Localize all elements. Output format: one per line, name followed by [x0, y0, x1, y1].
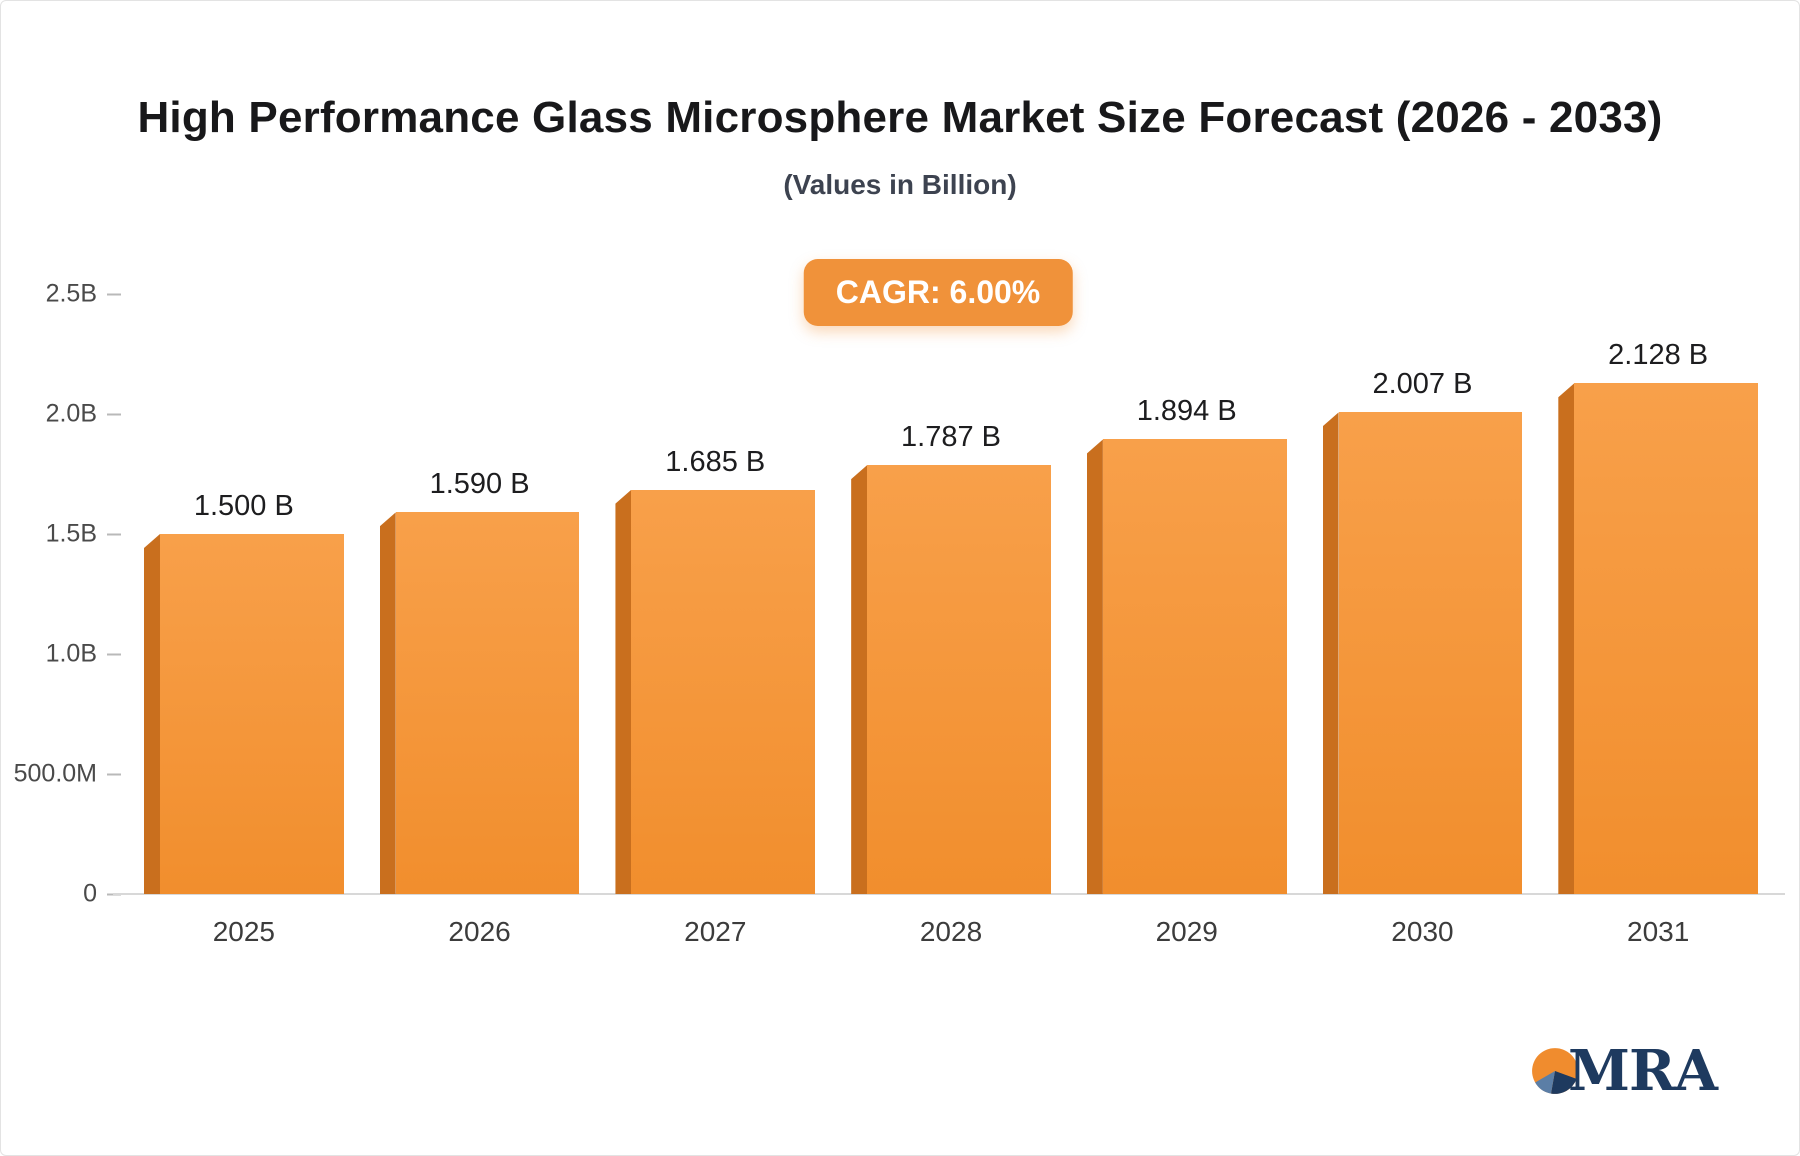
bar-2031: 2.128 B — [1558, 339, 1759, 894]
bar-front-face — [160, 534, 344, 894]
x-axis-label: 2030 — [1391, 916, 1454, 947]
bar-side-face — [144, 534, 160, 894]
chart-subtitle: (Values in Billion) — [783, 169, 1017, 200]
bar-value-label: 1.500 B — [193, 490, 294, 522]
y-tick: 0 — [1, 880, 121, 909]
bar-2027: 1.685 B — [615, 446, 816, 894]
brand-logo: MRA — [1530, 1038, 1718, 1104]
bars-container: 1.500 B 2025 1.590 B 2026 1.685 B 2027 1.787 B… — [126, 294, 1776, 947]
bar-front-face — [1574, 383, 1759, 894]
bar-front-face — [867, 465, 1051, 894]
bar-value-label: 2.007 B — [1372, 368, 1473, 401]
y-tick-label: 0 — [83, 879, 97, 908]
bar-2025: 1.500 B — [144, 490, 344, 894]
cagr-badge: CAGR: 6.00% — [803, 259, 1073, 326]
bar-front-face — [631, 489, 816, 894]
y-tick-mark — [107, 293, 121, 295]
y-tick: 1.5B — [1, 520, 121, 549]
bar-slot: 1.685 B 2027 — [615, 294, 816, 947]
bar-slot: 2.007 B 2030 — [1322, 294, 1523, 947]
y-tick-label: 1.5B — [45, 519, 97, 548]
bar-front-face — [1338, 412, 1523, 894]
x-axis-line — [113, 893, 1785, 895]
bar-value-label: 2.128 B — [1608, 339, 1709, 372]
bar-2028: 1.787 B — [851, 421, 1051, 894]
y-tick-label: 1.0B — [45, 639, 97, 668]
bar-slot: 2.128 B 2031 — [1558, 294, 1759, 947]
x-axis-label: 2029 — [1155, 916, 1218, 947]
x-axis-label: 2027 — [684, 916, 747, 947]
bar-value-label: 1.590 B — [429, 468, 530, 501]
y-tick-label: 500.0M — [13, 759, 97, 788]
y-tick-label: 2.5B — [45, 279, 97, 308]
bar-2030: 2.007 B — [1322, 368, 1523, 894]
y-tick: 2.5B — [1, 280, 121, 309]
bar-side-face — [1086, 439, 1103, 894]
y-tick: 2.0B — [1, 400, 121, 429]
bar-front-face — [395, 512, 580, 894]
x-axis-label: 2028 — [919, 916, 983, 947]
y-tick-label: 2.0B — [45, 399, 97, 428]
bar-slot: 1.787 B 2028 — [851, 294, 1051, 947]
bar-side-face — [851, 465, 868, 894]
bar-value-label: 1.787 B — [901, 421, 1002, 454]
y-tick-mark — [107, 773, 121, 775]
y-axis: 2.5B 2.0B 1.5B 1.0B 500.0M 0 — [1, 280, 121, 908]
logo-text: MRA — [1568, 1038, 1718, 1104]
y-tick: 500.0M — [1, 760, 121, 789]
y-tick-mark — [107, 413, 121, 415]
y-tick-mark — [107, 653, 121, 655]
x-axis-label: 2031 — [1627, 916, 1690, 947]
bar-2026: 1.590 B — [379, 468, 580, 894]
bar-slot: 1.500 B 2025 — [144, 294, 344, 947]
bar-side-face — [1558, 383, 1575, 894]
y-tick: 1.0B — [1, 640, 121, 669]
x-axis-label: 2025 — [212, 916, 275, 947]
chart-title: High Performance Glass Microsphere Marke… — [137, 93, 1663, 142]
logo-pie-icon — [1532, 1048, 1578, 1094]
bar-side-face — [379, 512, 396, 894]
bar-slot: 1.590 B 2026 — [379, 294, 580, 947]
bar-slot: 1.894 B 2029 — [1086, 294, 1287, 947]
x-axis-label: 2026 — [448, 916, 511, 947]
y-tick-mark — [107, 533, 121, 535]
bar-2029: 1.894 B — [1086, 395, 1287, 894]
bar-side-face — [1322, 412, 1339, 894]
bar-front-face — [1102, 439, 1287, 894]
bar-side-face — [615, 489, 632, 894]
bar-value-label: 1.685 B — [665, 445, 766, 478]
bar-value-label: 1.894 B — [1136, 395, 1237, 428]
